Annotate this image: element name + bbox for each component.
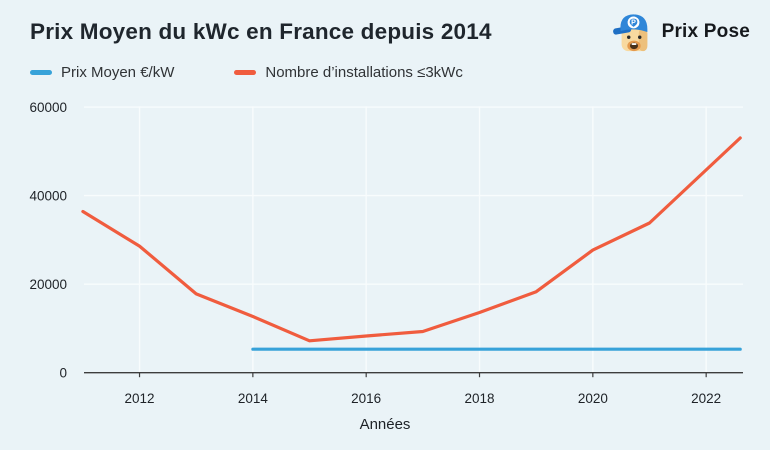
prixpose-logo: P Prix Pose	[612, 10, 750, 54]
legend-label: Prix Moyen €/kW	[61, 64, 175, 81]
x-tick-label: 2016	[351, 391, 381, 406]
y-tick-label: 20000	[29, 277, 67, 292]
x-axis-title: Années	[360, 416, 411, 433]
cap-badge-pin-icon	[629, 18, 637, 27]
chart-legend: Prix Moyen €/kW Nombre d’installations ≤…	[30, 64, 463, 81]
mascot-face-shade	[638, 28, 647, 52]
y-tick-label: 40000	[29, 188, 67, 203]
prixpose-logo-text: Prix Pose	[661, 21, 750, 42]
legend-item-nombre-installations[interactable]: Nombre d’installations ≤3kWc	[234, 64, 463, 81]
cap-badge-letter: P	[631, 18, 636, 26]
x-tick-label: 2012	[125, 391, 155, 406]
page-title: Prix Moyen du kWc en France depuis 2014	[30, 19, 492, 44]
mascot-icon: P	[612, 14, 647, 52]
mascot-right-eye	[637, 35, 642, 39]
legend-swatch-blue-icon	[30, 70, 52, 75]
y-tick-label: 60000	[29, 100, 67, 115]
mascot-teeth	[631, 43, 637, 45]
y-tick-label: 0	[59, 366, 67, 381]
x-tick-label: 2014	[238, 391, 269, 406]
x-tick-label: 2020	[578, 391, 608, 406]
series-line-1	[81, 136, 742, 343]
legend-label: Nombre d’installations ≤3kWc	[265, 64, 463, 81]
legend-swatch-orange-icon	[234, 70, 257, 75]
x-tick-label: 2022	[691, 391, 721, 406]
legend-item-prix-moyen[interactable]: Prix Moyen €/kW	[30, 64, 174, 81]
mascot-left-eye	[626, 35, 631, 39]
x-tick-label: 2018	[464, 391, 494, 406]
